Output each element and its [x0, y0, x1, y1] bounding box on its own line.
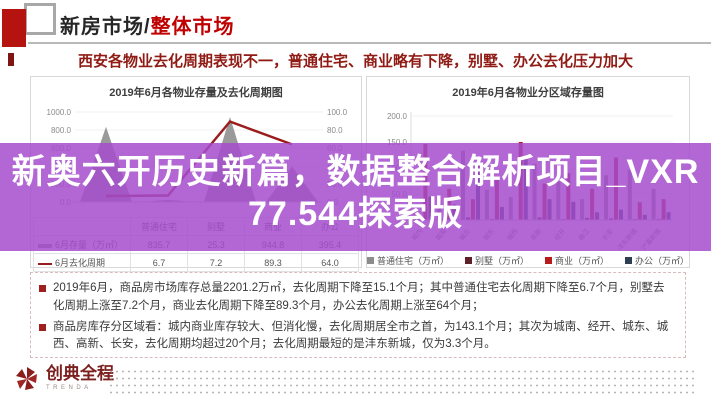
slide-subtitle: 西安各物业去化周期表现不一，普通住宅、商业略有下降，别墅、办公去化压力加大 [77, 53, 633, 70]
legend-label: 商业（万㎡） [555, 256, 610, 266]
left-axis-tick: 800.0 [51, 126, 72, 135]
note-text-2: 商品房库存分区域看：城内商业库存较大、但消化慢，去化周期居全市之首，为143.1… [53, 320, 669, 351]
watermark-overlay-banner: 新奥六开历史新篇，数据整合解析项目_VXR77.544探索版 [0, 143, 711, 251]
brand-subname: TRENDA [46, 385, 92, 391]
bullet-square-icon [39, 323, 46, 331]
brand-text-block: 创典全程 TRENDA [46, 365, 114, 391]
legend-swatch-icon [625, 257, 633, 264]
value-cell: 7.2 [187, 253, 245, 272]
legend-label: 别墅（万㎡） [475, 256, 530, 266]
page-title-red: 整体市场 [150, 16, 235, 38]
legend-item: 办公（万㎡） [625, 254, 689, 267]
value-cell: 64.0 [301, 253, 359, 272]
page-title: 新房市场/整体市场 [60, 10, 235, 39]
bullet-square-icon [39, 285, 46, 292]
right-axis-tick: 100.0 [327, 108, 348, 117]
legend-swatch-icon [367, 257, 374, 264]
header-divider [28, 42, 711, 44]
header-accent-sliver [8, 53, 14, 66]
brand-name: 创典全程 [46, 364, 114, 383]
footer-brand: 创典全程 TRENDA [14, 364, 114, 392]
table-row: 6月去化周期 6.7 7.2 89.3 64.0 [33, 253, 359, 272]
right-chart-legend: 普通住宅（万㎡） 别墅（万㎡） 商业（万㎡） 办公（万㎡） [367, 254, 689, 267]
page-title-black: 新房市场/ [60, 16, 151, 38]
note-text-1: 2019年6月，商品房市场库存总量2201.2万㎡，去化周期下降至15.1个月；… [53, 282, 665, 312]
y-axis-tick: 150.0 [387, 138, 408, 147]
legend-label: 办公（万㎡） [635, 256, 690, 266]
legend-swatch-icon [545, 257, 553, 264]
y-axis-tick: 200.0 [387, 112, 408, 121]
right-axis-tick: 80.0 [327, 126, 343, 135]
period-legend-swatch-icon [38, 262, 52, 265]
logo-square-outline [24, 3, 56, 35]
series-label-cell: 6月去化周期 [33, 253, 131, 272]
legend-swatch-icon [465, 257, 473, 264]
value-cell: 89.3 [244, 253, 302, 272]
legend-item: 别墅（万㎡） [465, 254, 529, 267]
trenda-pinwheel-logo-icon [16, 367, 37, 390]
footer-dot-pattern [108, 368, 697, 395]
logo-square-red [2, 9, 26, 47]
left-chart-title: 2019年6月各物业存量及去化周期图 [109, 87, 283, 99]
left-axis-tick: 1000.0 [47, 108, 72, 117]
note-item: 2019年6月，商品房市场库存总量2201.2万㎡，去化周期下降至15.1个月；… [39, 280, 675, 316]
right-chart-title: 2019年6月各物业分区域存量图 [452, 87, 604, 99]
note-item: 商品房库存分区域看：城内商业库存较大、但消化慢，去化周期居全市之首，为143.1… [39, 319, 675, 355]
value-cell: 6.7 [130, 253, 188, 272]
legend-item: 普通住宅（万㎡） [367, 254, 449, 267]
legend-label: 普通住宅（万㎡） [377, 256, 450, 266]
watermark-overlay-text: 新奥六开历史新篇，数据整合解析项目_VXR77.544探索版 [11, 153, 700, 233]
legend-item: 商业（万㎡） [545, 254, 609, 267]
summary-notes-box: 2019年6月，商品房市场库存总量2201.2万㎡，去化周期下降至15.1个月；… [30, 272, 686, 358]
